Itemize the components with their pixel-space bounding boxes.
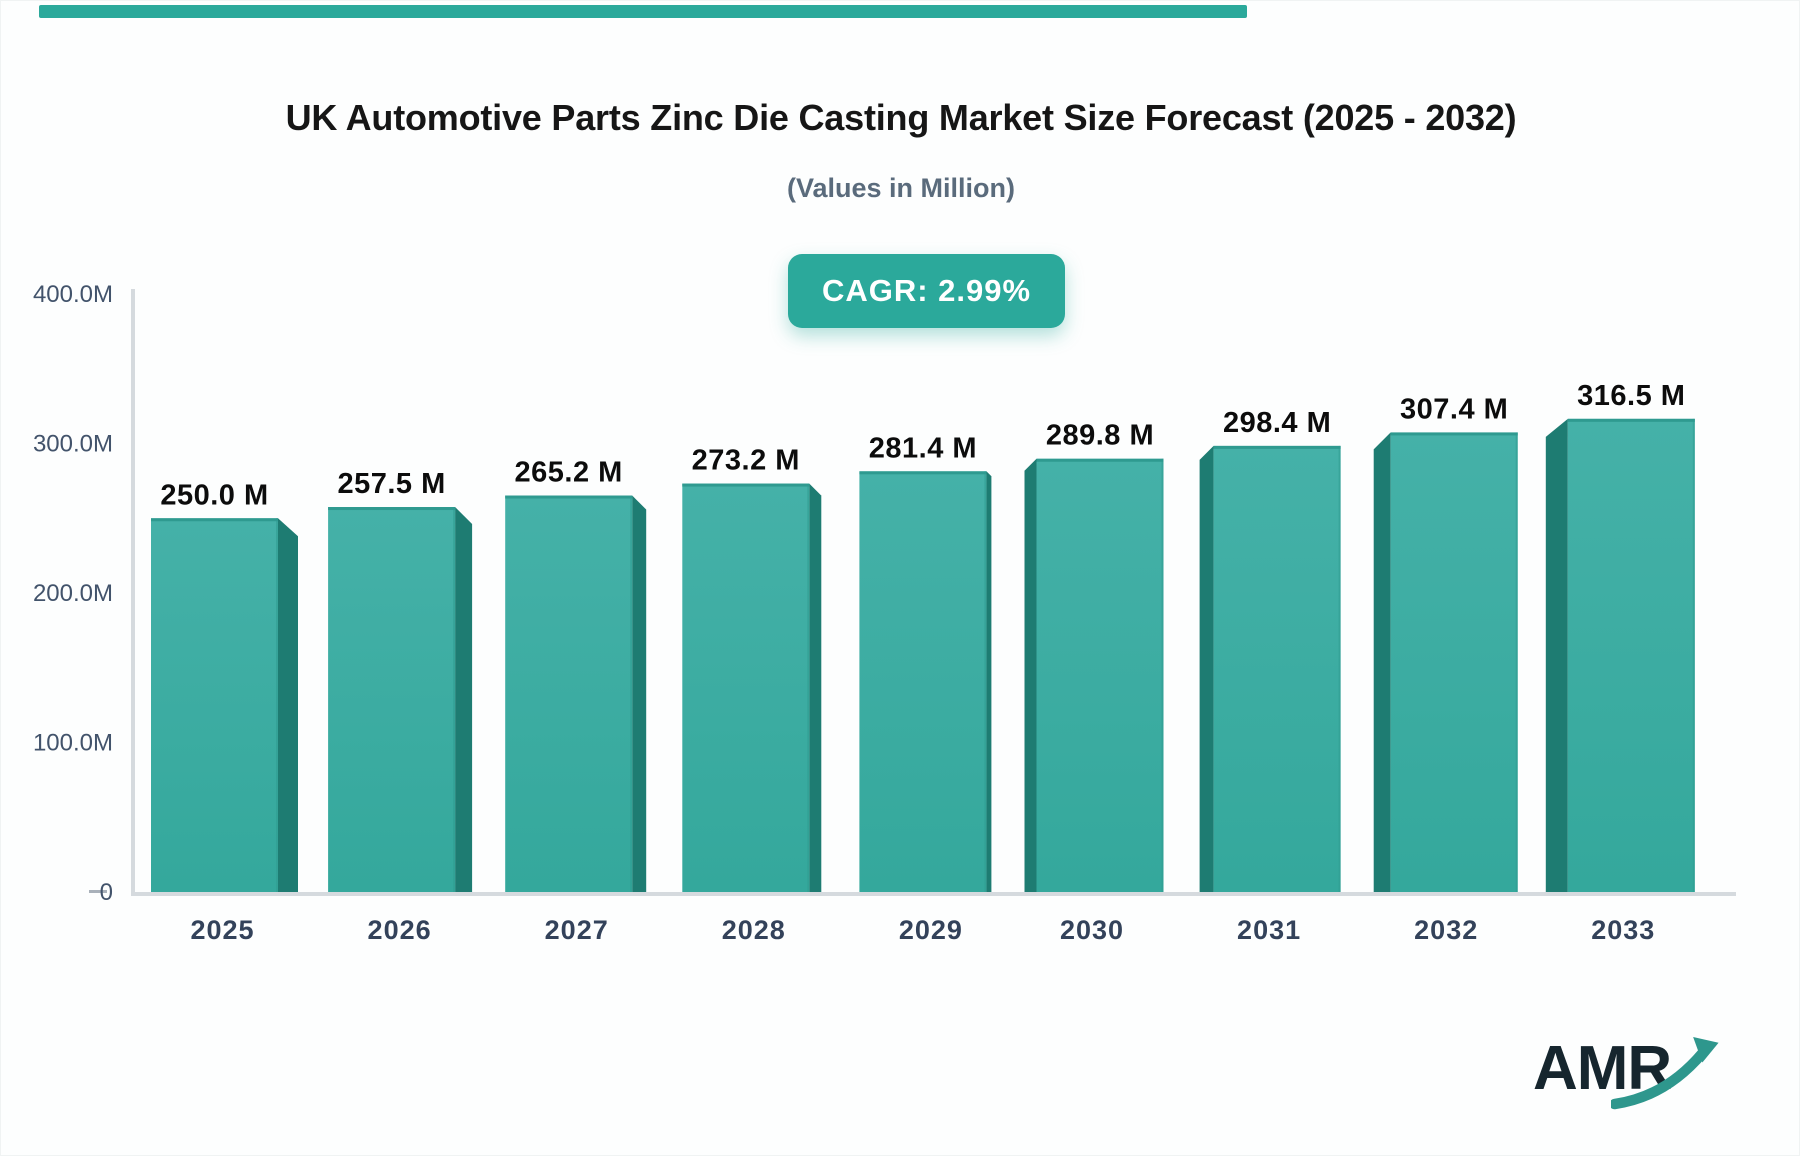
- bar-2026: [328, 507, 473, 892]
- bar-face: [505, 495, 633, 892]
- bar-face: [859, 471, 987, 892]
- bar-top-edge: [1213, 445, 1341, 449]
- bar-side-face: [986, 471, 992, 892]
- bar-right-edge: [984, 471, 987, 892]
- bar-top-edge: [151, 518, 278, 522]
- bar-value-label: 257.5 M: [337, 468, 445, 500]
- x-category-label: 2030: [1060, 915, 1124, 945]
- cagr-badge-label: CAGR: 2.99%: [821, 273, 1032, 308]
- bar-face: [1036, 458, 1164, 892]
- bar-face: [682, 483, 810, 892]
- x-category-label: 2033: [1591, 915, 1655, 945]
- bar-side-face: [278, 518, 298, 892]
- bar-2025: [151, 518, 298, 892]
- x-category-label: 2025: [190, 915, 254, 945]
- bar-right-edge: [453, 507, 456, 892]
- amr-logo-arrow-icon: [1611, 1037, 1719, 1110]
- y-tick-label: 400.0M: [33, 281, 113, 308]
- bar-top-edge: [1567, 418, 1695, 422]
- y-axis-line: [131, 289, 135, 896]
- bar-value-label: 298.4 M: [1223, 407, 1331, 439]
- bar-face: [1390, 432, 1518, 892]
- y-tick-label: 300.0M: [33, 431, 113, 458]
- bar-right-edge: [276, 518, 278, 892]
- bar-top-edge: [682, 483, 810, 487]
- zero-tick: [89, 890, 107, 893]
- x-category-label: 2028: [722, 915, 786, 945]
- bar-2030: [1024, 458, 1164, 892]
- bar-face: [1567, 418, 1695, 892]
- bar-top-edge: [1390, 432, 1518, 436]
- bar-side-face: [1024, 458, 1037, 892]
- bar-value-label: 316.5 M: [1577, 380, 1685, 412]
- x-category-label: 2032: [1414, 915, 1478, 945]
- bar-value-label: 250.0 M: [160, 479, 268, 511]
- chart-subtitle: (Values in Million): [786, 173, 1016, 203]
- axis-group: 400.0M 300.0M 200.0M 100.0M 0: [33, 281, 1736, 906]
- bar-face: [1213, 445, 1341, 892]
- chart-title: UK Automotive Parts Zinc Die Casting Mar…: [285, 97, 1517, 138]
- bar-right-edge: [807, 483, 810, 892]
- bar-right-edge: [1338, 445, 1341, 892]
- bar-value-label: 265.2 M: [515, 457, 623, 489]
- bar-top-edge: [859, 471, 987, 475]
- cagr-badge: CAGR: 2.99%: [788, 254, 1065, 328]
- bar-2027: [505, 495, 647, 892]
- bar-top-edge: [505, 495, 633, 499]
- bar-face: [328, 507, 456, 892]
- top-accent-bar: [39, 5, 1247, 18]
- bar-side-face: [809, 483, 822, 892]
- amr-logo: AMR: [1533, 1033, 1753, 1123]
- bar-right-edge: [1692, 418, 1695, 892]
- x-category-label: 2029: [899, 915, 963, 945]
- x-category-label: 2026: [368, 915, 432, 945]
- bars-group: [151, 418, 1695, 892]
- bar-value-label: 307.4 M: [1400, 393, 1508, 425]
- bar-top-edge: [328, 507, 456, 511]
- bar-2033: [1545, 418, 1695, 892]
- y-tick-label: 100.0M: [33, 730, 113, 757]
- bar-2032: [1373, 432, 1518, 892]
- bar-side-face: [455, 507, 473, 892]
- bar-2031: [1199, 445, 1341, 892]
- bar-side-face: [1373, 432, 1391, 892]
- x-axis-line: [131, 892, 1736, 896]
- y-tick-label: 200.0M: [33, 580, 113, 607]
- bar-value-label: 289.8 M: [1046, 420, 1154, 452]
- bar-right-edge: [1161, 458, 1164, 892]
- labels-group: 250.0 M 2025 257.5 M 2026 265.2 M 2027 273.2 M…: [160, 380, 1685, 945]
- x-category-label: 2027: [545, 915, 609, 945]
- bar-2028: [682, 483, 822, 892]
- y-tick-label: 0: [100, 879, 113, 906]
- bar-value-label: 273.2 M: [692, 445, 800, 477]
- bar-2029: [859, 471, 992, 892]
- bar-side-face: [632, 495, 647, 892]
- bar-value-label: 281.4 M: [869, 432, 977, 464]
- bar-face: [151, 518, 278, 892]
- bar-right-edge: [630, 495, 633, 892]
- bar-top-edge: [1036, 458, 1164, 462]
- bar-right-edge: [1515, 432, 1518, 892]
- bar-side-face: [1545, 418, 1568, 892]
- bar-side-face: [1199, 445, 1214, 892]
- x-category-label: 2031: [1237, 915, 1301, 945]
